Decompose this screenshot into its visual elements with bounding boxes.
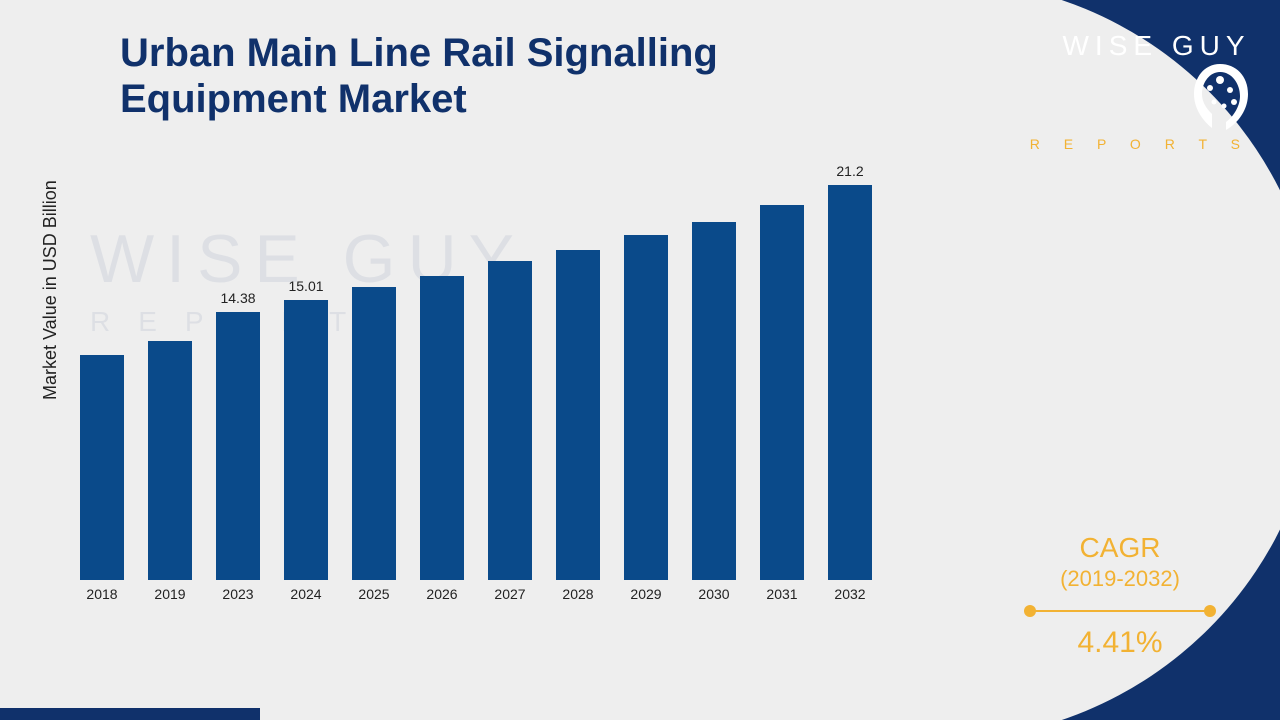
logo-line2: R E P O R T S bbox=[990, 136, 1250, 152]
cagr-value: 4.41% bbox=[1000, 626, 1240, 660]
footer-accent-bar bbox=[0, 708, 260, 720]
y-axis-label: Market Value in USD Billion bbox=[40, 180, 61, 400]
plot-area: 14.38 15.01 21.2 bbox=[80, 170, 900, 580]
bar-2030 bbox=[692, 222, 736, 580]
infographic-stage: WISE GUYREPORTS Urban Main Line Rail Sig… bbox=[0, 0, 1280, 720]
bar-2027 bbox=[488, 261, 532, 580]
x-tick-label: 2028 bbox=[562, 586, 593, 602]
bar-2032: 21.2 bbox=[828, 185, 872, 580]
chart-title: Urban Main Line Rail Signalling Equipmen… bbox=[120, 30, 820, 122]
bar-2029 bbox=[624, 235, 668, 580]
cagr-period: (2019-2032) bbox=[1000, 566, 1240, 592]
bar-value-label: 15.01 bbox=[288, 278, 323, 294]
bar-2026 bbox=[420, 276, 464, 580]
x-axis-labels: 2018 2019 2023 2024 2025 2026 2027 2028 2029 2030… bbox=[80, 580, 900, 610]
x-tick-label: 2018 bbox=[86, 586, 117, 602]
cagr-label: CAGR bbox=[1000, 532, 1240, 564]
x-tick-label: 2025 bbox=[358, 586, 389, 602]
x-tick-label: 2031 bbox=[766, 586, 797, 602]
x-tick-label: 2023 bbox=[222, 586, 253, 602]
x-tick-label: 2027 bbox=[494, 586, 525, 602]
bar-2019 bbox=[148, 341, 192, 580]
logo-line1: WISE GUY bbox=[1062, 30, 1250, 61]
bar-value-label: 14.38 bbox=[220, 290, 255, 306]
x-tick-label: 2030 bbox=[698, 586, 729, 602]
bar-2023: 14.38 bbox=[216, 312, 260, 580]
bar-value-label: 21.2 bbox=[836, 163, 863, 179]
bar-2018 bbox=[80, 355, 124, 581]
x-tick-label: 2026 bbox=[426, 586, 457, 602]
bar-2031 bbox=[760, 205, 804, 580]
x-tick-label: 2029 bbox=[630, 586, 661, 602]
bar-2025 bbox=[352, 287, 396, 580]
bar-2028 bbox=[556, 250, 600, 580]
brand-logo: WISE GUY R E P O R T S bbox=[990, 30, 1250, 152]
bar-2024: 15.01 bbox=[284, 300, 328, 580]
x-tick-label: 2024 bbox=[290, 586, 321, 602]
cagr-block: CAGR (2019-2032) 4.41% bbox=[1000, 532, 1240, 660]
x-tick-label: 2019 bbox=[154, 586, 185, 602]
bar-chart: 14.3815.0121.2 2018201920232024202520262… bbox=[80, 170, 900, 610]
cagr-divider bbox=[1030, 610, 1210, 612]
logo-head-icon bbox=[1190, 62, 1250, 132]
x-tick-label: 2032 bbox=[834, 586, 865, 602]
